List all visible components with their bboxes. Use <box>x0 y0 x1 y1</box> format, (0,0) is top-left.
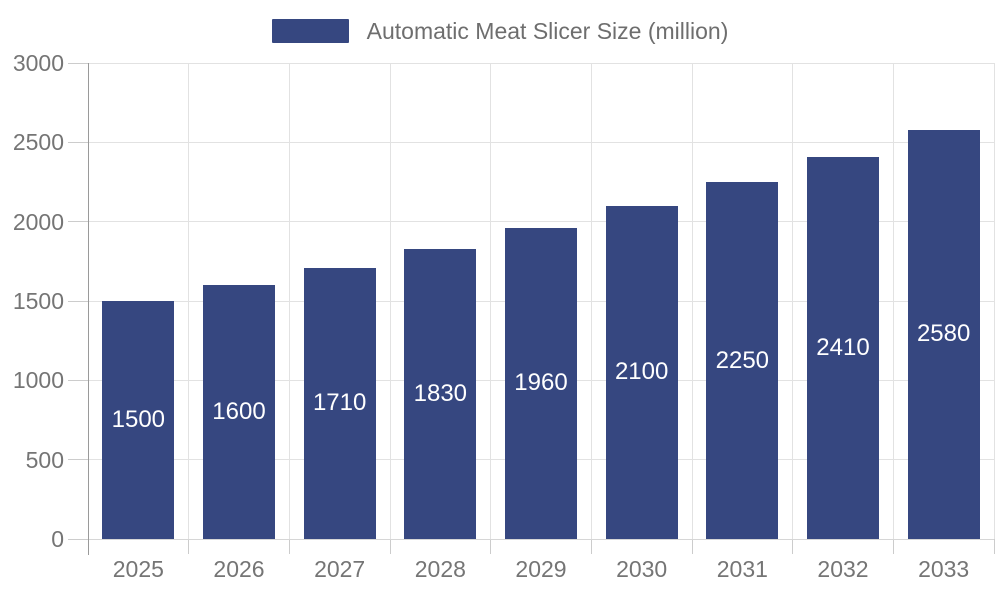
bar-value-label: 2250 <box>715 346 770 374</box>
y-axis-line <box>87 63 89 555</box>
x-axis-tick <box>993 539 995 554</box>
y-axis-tick <box>68 300 88 302</box>
v-gridline <box>188 63 190 539</box>
x-axis-tick-label: 2033 <box>918 556 970 582</box>
x-axis-tick <box>590 539 592 554</box>
bar-value-label: 2410 <box>816 333 870 361</box>
v-gridline <box>590 63 592 539</box>
bar[interactable]: 1500 <box>102 301 175 539</box>
y-axis-tick <box>68 62 88 64</box>
x-axis-tick-label: 2026 <box>213 556 265 582</box>
x-axis-tick-label: 2032 <box>817 556 869 582</box>
x-axis-tick <box>288 539 290 554</box>
bar-value-label: 1600 <box>212 398 266 426</box>
bar[interactable]: 2250 <box>706 182 779 539</box>
legend[interactable]: Automatic Meat Slicer Size (million) <box>0 17 1000 45</box>
bar-value-label: 1830 <box>413 379 468 407</box>
bar[interactable]: 1960 <box>505 228 577 539</box>
x-axis-tick-label: 2030 <box>616 556 668 582</box>
bar[interactable]: 2580 <box>907 129 980 539</box>
v-gridline <box>389 63 391 539</box>
x-axis-tick <box>892 539 894 554</box>
x-axis-tick <box>490 539 492 554</box>
x-axis-tick-label: 2025 <box>112 556 164 582</box>
x-axis-tick-label: 2029 <box>515 556 567 582</box>
bar-value-label: 2100 <box>614 358 669 386</box>
y-axis-tick <box>68 538 88 540</box>
bar-value-label: 1500 <box>111 406 166 433</box>
bar[interactable]: 1830 <box>404 248 477 539</box>
legend-swatch <box>271 19 349 43</box>
h-gridline <box>88 62 994 64</box>
bar[interactable]: 1600 <box>203 285 275 539</box>
x-axis-tick <box>792 539 794 554</box>
v-gridline <box>490 63 492 539</box>
y-axis-tick-label: 0 <box>51 526 64 552</box>
x-axis-tick-label: 2028 <box>414 556 466 582</box>
v-gridline <box>993 63 995 539</box>
y-axis-tick-label: 2500 <box>12 129 64 156</box>
bar-value-label: 1710 <box>312 389 367 417</box>
y-axis-tick-label: 3000 <box>12 50 64 76</box>
y-axis-tick-label: 2000 <box>12 208 64 235</box>
v-gridline <box>691 63 693 539</box>
y-axis-tick <box>68 141 88 143</box>
bar[interactable]: 1710 <box>303 267 376 539</box>
x-axis-tick <box>389 539 391 554</box>
x-axis-tick-label: 2031 <box>716 556 768 582</box>
y-axis-tick <box>68 459 88 461</box>
v-gridline <box>792 63 794 539</box>
legend-label: Automatic Meat Slicer Size (million) <box>366 18 729 44</box>
v-gridline <box>892 63 894 539</box>
bar[interactable]: 2100 <box>605 205 678 539</box>
x-axis-tick <box>691 539 693 554</box>
y-axis-tick-label: 1500 <box>12 288 64 314</box>
bar-value-label: 2580 <box>916 320 971 348</box>
bar-value-label: 1960 <box>514 369 568 397</box>
v-gridline <box>288 63 290 539</box>
bar[interactable]: 2410 <box>807 156 879 539</box>
h-gridline <box>88 221 994 223</box>
y-axis-tick-label: 1000 <box>12 367 64 394</box>
h-gridline <box>88 141 994 143</box>
x-axis-tick <box>188 539 190 554</box>
x-axis-tick-label: 2027 <box>314 556 366 582</box>
y-axis-tick <box>68 221 88 223</box>
y-axis-tick-label: 500 <box>25 446 64 473</box>
x-axis-line <box>88 538 994 540</box>
y-axis-tick <box>68 379 88 381</box>
